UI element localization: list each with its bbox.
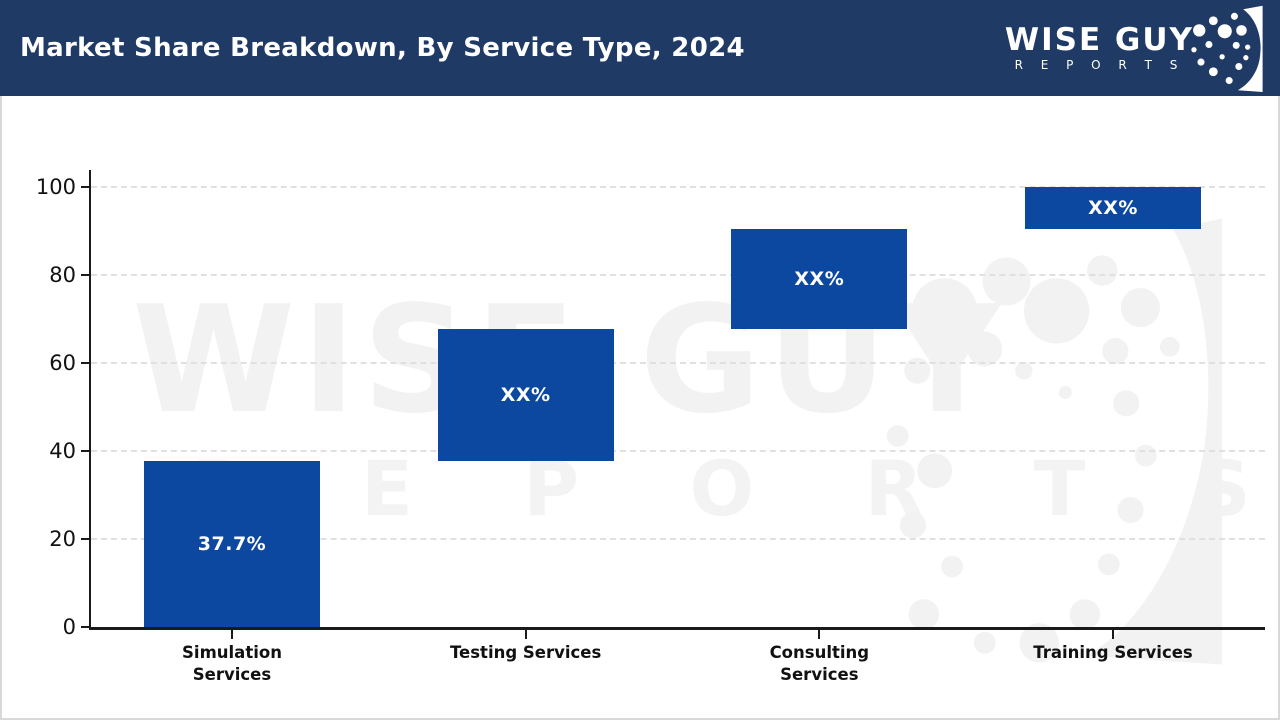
header-banner: Market Share Breakdown, By Service Type,… [0, 0, 1280, 96]
x-axis-category-line: Consulting [769, 643, 870, 662]
x-axis-category-label: Simulation Services [122, 642, 342, 686]
x-axis-category-line: Simulation [182, 643, 282, 662]
y-tick-mark [81, 362, 90, 364]
x-axis-category-line: Services [192, 665, 272, 684]
bar-value-label: 37.7% [197, 533, 267, 556]
gridline [91, 274, 1265, 276]
gridline [91, 538, 1265, 540]
y-tick-mark [81, 186, 90, 188]
x-axis-category-line: Training Services [1033, 643, 1193, 662]
gridline [91, 186, 1265, 188]
y-tick-label: 40 [49, 439, 76, 463]
x-axis-category-label: Training Services [1003, 642, 1223, 664]
wiseguy-logo: WISE GUY R E P O R T S [1005, 4, 1280, 92]
y-axis-line [89, 170, 91, 630]
bar-value-label: XX% [794, 268, 845, 291]
y-tick-label: 0 [62, 615, 76, 639]
y-tick-label: 20 [49, 527, 76, 551]
y-tick-label: 80 [49, 263, 76, 287]
y-tick-mark [81, 538, 90, 540]
x-axis-category-line: Testing Services [449, 643, 602, 662]
watermark-head-icon [886, 218, 1222, 665]
wiseguy-head-icon [1191, 5, 1263, 92]
bar-simulation-services: 37.7% [144, 461, 320, 627]
x-tick-mark [818, 630, 821, 639]
bar-testing-services: XX% [437, 329, 614, 462]
watermark-subtitle: R E P O R T S [192, 444, 1280, 533]
bar-consulting-services: XX% [731, 229, 908, 330]
x-tick-mark [524, 630, 527, 639]
y-tick-label: 60 [49, 351, 76, 375]
x-tick-mark [1112, 630, 1114, 639]
x-axis-line [89, 627, 1265, 630]
bar-value-label: XX% [1088, 197, 1138, 220]
x-axis-category-label: Consulting Services [709, 642, 929, 686]
x-tick-mark [231, 630, 233, 639]
x-axis-category-label: Testing Services [416, 642, 636, 664]
page-title: Market Share Breakdown, By Service Type,… [20, 33, 745, 63]
y-tick-mark [81, 450, 90, 452]
gridline [91, 450, 1265, 452]
y-tick-mark [81, 274, 90, 276]
chart-canvas: WISE GUY R E P O R T S 0 20 40 60 80 100 37.7%… [0, 96, 1280, 720]
x-axis-category-line: Services [780, 665, 859, 684]
gridline [91, 362, 1265, 364]
y-tick-mark [81, 626, 90, 628]
bar-training-services: XX% [1025, 187, 1201, 230]
logo-subtitle: R E P O R T S [1014, 58, 1185, 72]
y-tick-label: 100 [35, 175, 76, 199]
logo-text: WISE GUY R E P O R T S [1005, 24, 1194, 72]
bar-value-label: XX% [500, 384, 551, 407]
logo-wordmark: WISE GUY [1004, 22, 1194, 58]
